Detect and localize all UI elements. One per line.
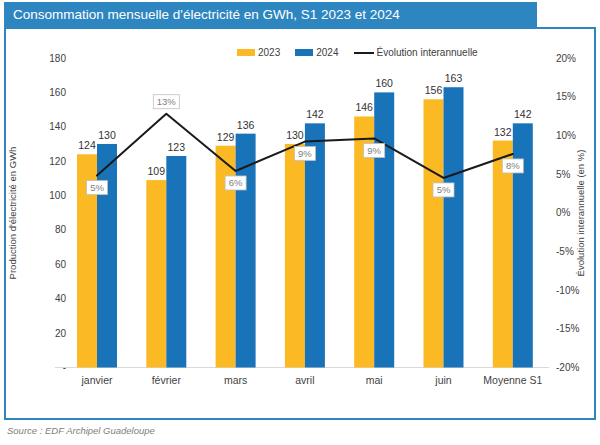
y-left-tick: 40 bbox=[55, 293, 67, 304]
y-right-tick: 0% bbox=[556, 207, 571, 218]
bar-value-label: 124 bbox=[78, 139, 96, 151]
legend-label-2024: 2024 bbox=[316, 47, 338, 58]
y-right-tick: 15% bbox=[556, 91, 576, 102]
evolution-label: 8% bbox=[506, 160, 520, 171]
bar-value-label: 146 bbox=[355, 101, 373, 113]
y-right-tick: -20% bbox=[556, 362, 579, 373]
y-left-tick: 140 bbox=[49, 121, 66, 132]
y-left-tick: 20 bbox=[55, 328, 67, 339]
y-right-tick: -10% bbox=[556, 285, 579, 296]
bar-2024-mai bbox=[374, 92, 394, 367]
x-axis-label-mai: mai bbox=[366, 374, 383, 386]
combo-chart: 18016014012010080604020-20%15%10%5%0%-5%… bbox=[0, 0, 600, 445]
bar-2023-Moyenne S1 bbox=[493, 141, 513, 368]
x-axis-label-janvier: janvier bbox=[81, 374, 113, 386]
evolution-label: 13% bbox=[157, 96, 177, 107]
bar-value-label: 132 bbox=[494, 126, 512, 138]
bar-2023-février bbox=[146, 180, 166, 367]
bar-value-label: 129 bbox=[217, 131, 235, 143]
source-caption: Source : EDF Archipel Guadeloupe bbox=[7, 425, 155, 436]
legend-item-2023: 2023 bbox=[237, 47, 280, 58]
y-left-tick: 120 bbox=[49, 156, 66, 167]
x-axis-label-juin: juin bbox=[434, 374, 452, 386]
bar-value-label: 130 bbox=[286, 129, 304, 141]
legend: 2023 2024 Évolution interannuelle bbox=[237, 47, 478, 58]
y-right-tick: 20% bbox=[556, 53, 576, 64]
y-right-tick: 5% bbox=[556, 169, 571, 180]
bar-value-label: 163 bbox=[445, 72, 463, 84]
y-right-tick: 10% bbox=[556, 130, 576, 141]
legend-label-evolution: Évolution interannuelle bbox=[377, 47, 478, 58]
bar-2024-juin bbox=[444, 87, 464, 367]
x-axis-label-avril: avril bbox=[295, 374, 314, 386]
y-left-tick: 160 bbox=[49, 87, 66, 98]
y-left-tick: 180 bbox=[49, 53, 66, 64]
bar-2023-avril bbox=[285, 144, 305, 368]
y-right-axis-title: Évolution interannuelle (en %) bbox=[575, 150, 586, 277]
y-left-tick: 80 bbox=[55, 224, 67, 235]
legend-label-2023: 2023 bbox=[258, 47, 280, 58]
x-axis-label-février: février bbox=[152, 374, 182, 386]
evolution-label: 5% bbox=[437, 184, 451, 195]
x-axis-label-Moyenne S1: Moyenne S1 bbox=[483, 374, 542, 386]
evolution-label: 6% bbox=[229, 177, 243, 188]
evolution-label: 5% bbox=[90, 182, 104, 193]
legend-swatch-2023 bbox=[237, 49, 255, 56]
bar-value-label: 142 bbox=[306, 108, 324, 120]
y-left-axis-title: Production d'électricité en GWh bbox=[7, 147, 18, 280]
evolution-label: 9% bbox=[298, 148, 312, 159]
bar-2024-février bbox=[166, 156, 186, 367]
bar-value-label: 109 bbox=[148, 165, 166, 177]
bar-value-label: 160 bbox=[375, 77, 393, 89]
legend-swatch-2024 bbox=[295, 49, 313, 56]
bar-value-label: 130 bbox=[98, 129, 116, 141]
legend-line-icon bbox=[354, 52, 374, 54]
bar-value-label: 123 bbox=[168, 141, 186, 153]
bar-value-label: 156 bbox=[425, 84, 443, 96]
bar-value-label: 142 bbox=[514, 108, 532, 120]
y-left-tick: 100 bbox=[49, 190, 66, 201]
y-right-tick: -15% bbox=[556, 323, 579, 334]
bar-value-label: 136 bbox=[237, 119, 255, 131]
legend-item-2024: 2024 bbox=[295, 47, 338, 58]
x-axis-label-mars: mars bbox=[224, 374, 247, 386]
y-left-tick: 60 bbox=[55, 259, 67, 270]
bar-2024-janvier bbox=[97, 144, 117, 368]
y-left-tick: - bbox=[63, 362, 66, 373]
legend-item-evolution: Évolution interannuelle bbox=[354, 47, 478, 58]
y-right-tick: -5% bbox=[556, 246, 574, 257]
evolution-label: 9% bbox=[367, 145, 381, 156]
bar-2023-juin bbox=[424, 99, 444, 367]
